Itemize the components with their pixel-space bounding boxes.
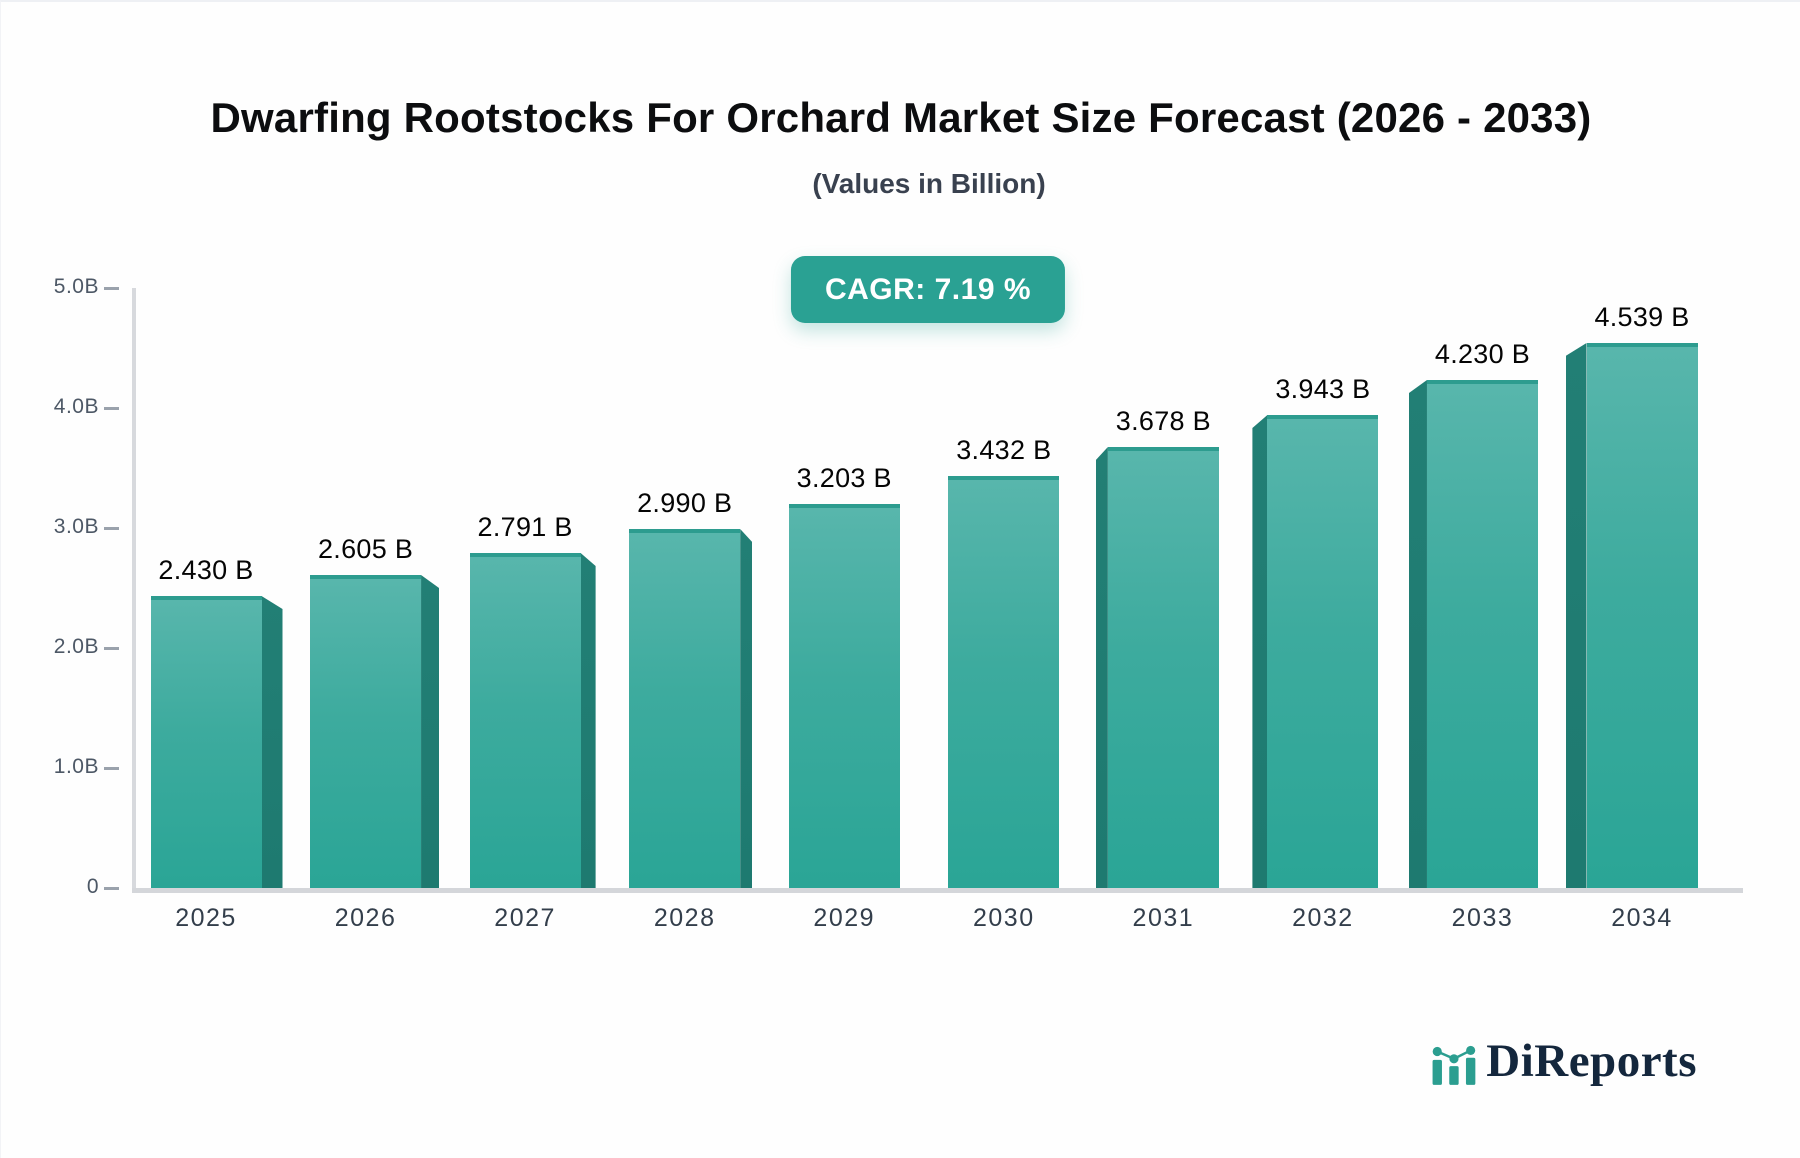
direports-logo-text: DiReports (1486, 1035, 1697, 1087)
bar-side (1252, 415, 1268, 888)
y-tick-mark (104, 286, 119, 290)
bar-2027[interactable] (469, 553, 596, 888)
bar-side (740, 529, 753, 888)
x-tick-label: 2025 (175, 904, 237, 932)
y-tick-mark (104, 526, 119, 530)
x-tick-label: 2033 (1451, 904, 1514, 932)
x-tick-label: 2026 (334, 904, 397, 932)
bar-face[interactable] (1107, 447, 1219, 888)
x-tick-label: 2032 (1292, 904, 1354, 932)
y-tick-label: 2.0B (53, 635, 99, 658)
bar-2034[interactable] (1565, 343, 1698, 888)
x-tick-label: 2030 (972, 904, 1035, 932)
bar-2032[interactable] (1252, 415, 1379, 888)
y-tick-label: 3.0B (53, 515, 99, 538)
chart-subtitle: (Values in Billion) (812, 168, 1046, 199)
bar-value-label: 2.791 B (477, 512, 573, 542)
bar-value-label: 2.990 B (637, 488, 733, 518)
bar-2025[interactable] (150, 596, 283, 888)
y-tick-label: 5.0B (53, 275, 99, 298)
bar-face[interactable] (629, 529, 741, 888)
bar-face[interactable] (1586, 343, 1698, 888)
bar-value-label: 3.678 B (1115, 406, 1211, 436)
x-tick-label: 2029 (813, 904, 876, 932)
cagr-badge: CAGR: 7.19 % (790, 256, 1066, 323)
y-tick-label: 1.0B (53, 755, 99, 778)
bar-side (261, 596, 283, 888)
bar-value-label: 3.432 B (956, 435, 1052, 465)
y-tick-mark (104, 886, 119, 890)
bar-value-label: 4.539 B (1594, 302, 1690, 332)
bar-face[interactable] (150, 596, 262, 888)
bar-2026[interactable] (310, 575, 440, 888)
bar-side (421, 575, 440, 888)
bar-2028[interactable] (629, 529, 753, 888)
bar-face[interactable] (469, 553, 581, 888)
bar-value-label: 3.943 B (1275, 374, 1371, 404)
y-axis-line (132, 288, 136, 888)
bar-side (580, 553, 596, 888)
bar-value-label: 2.605 B (317, 534, 414, 564)
bar-face[interactable] (310, 575, 422, 888)
y-tick-label: 0 (86, 875, 99, 898)
bar-value-label: 2.430 B (158, 555, 254, 585)
bar-value-label: 4.230 B (1434, 339, 1531, 369)
bar-value-label: 3.203 B (796, 463, 892, 493)
y-tick-label: 4.0B (53, 395, 99, 418)
y-tick-mark (104, 406, 119, 410)
bar-2030[interactable] (948, 476, 1060, 888)
y-tick-mark (104, 646, 119, 650)
bar-face[interactable] (788, 504, 900, 888)
bar-side (1565, 343, 1587, 888)
x-tick-label: 2027 (494, 904, 556, 932)
chart-title: Dwarfing Rootstocks For Orchard Market S… (210, 94, 1592, 141)
bar-face[interactable] (1426, 380, 1538, 888)
bar-face[interactable] (1267, 415, 1379, 888)
bar-2029[interactable] (788, 504, 900, 888)
x-tick-label: 2028 (653, 904, 716, 932)
y-tick-mark (104, 766, 119, 770)
x-tick-label: 2031 (1132, 904, 1195, 932)
x-tick-label: 2034 (1611, 904, 1673, 932)
direports-logo-icon (1432, 1045, 1476, 1085)
bar-side (1095, 447, 1108, 888)
bar-face[interactable] (948, 476, 1060, 888)
x-axis-line (132, 888, 1743, 893)
bar-side (1408, 380, 1427, 888)
direports-logo: DiReports (1431, 1038, 1697, 1085)
bar-2031[interactable] (1095, 447, 1219, 888)
bar-2033[interactable] (1408, 380, 1538, 888)
